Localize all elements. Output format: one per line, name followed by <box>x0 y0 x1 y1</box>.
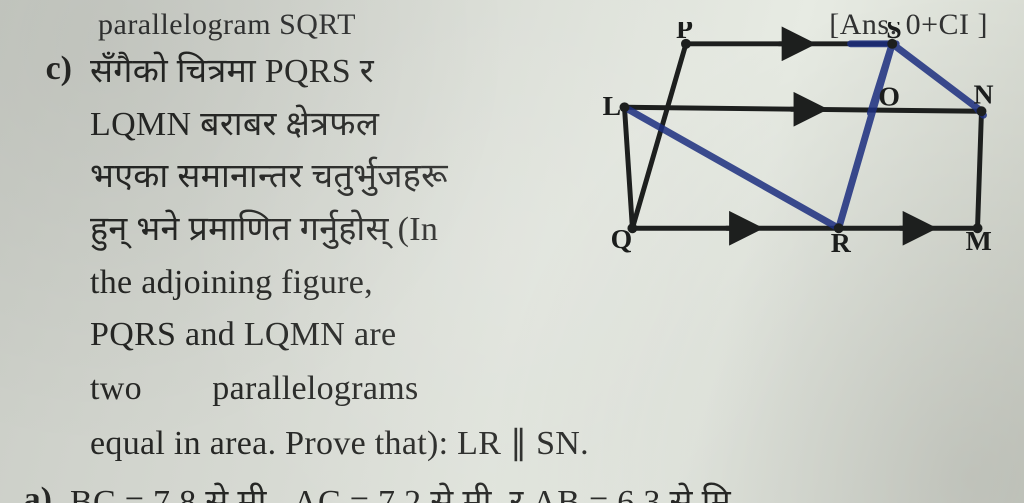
qc-line6: PQRS and LQMN are <box>90 309 448 362</box>
question-a-bullet: a) <box>8 477 52 503</box>
qc-line1: सँगैको चित्रमा PQRS र <box>90 46 448 99</box>
label-L: L <box>603 91 622 122</box>
question-a: a) BC = 7.8 से.मी., AC = 7.2 से.मी. र AB… <box>28 477 996 503</box>
figure-svg: P S L O N Q R M <box>602 22 1000 260</box>
label-N: N <box>974 79 994 110</box>
qa-line1: BC = 7.8 से.मी., AC = 7.2 से.मी. र AB = … <box>70 477 996 503</box>
label-O: O <box>878 81 900 112</box>
qc-below1: two parallelograms <box>90 362 996 416</box>
label-P: P <box>676 22 693 45</box>
parallelogram-figure: P S L O N Q R M <box>602 22 1000 260</box>
top-left-fragment: parallelogram SQRT <box>98 8 356 42</box>
question-a-text: BC = 7.8 से.मी., AC = 7.2 से.मी. र AB = … <box>70 477 996 503</box>
qc-line2: LQMN बराबर क्षेत्रफल <box>90 99 448 152</box>
qc-line3: भएका समानान्तर चतुर्भुजहरू <box>90 151 448 204</box>
question-c-text: सँगैको चित्रमा PQRS र LQMN बराबर क्षेत्र… <box>90 46 448 362</box>
label-Q: Q <box>611 224 633 255</box>
label-R: R <box>831 228 852 259</box>
qc-line5: the adjoining figure, <box>90 257 448 310</box>
label-M: M <box>966 226 992 257</box>
qc-below2: equal in area. Prove that): LR ∥ SN. <box>90 417 996 471</box>
question-c-bullet: c) <box>28 46 72 88</box>
label-S: S <box>886 22 901 45</box>
qc-line4: हुन् भने प्रमाणित गर्नुहोस् (In <box>90 204 448 257</box>
